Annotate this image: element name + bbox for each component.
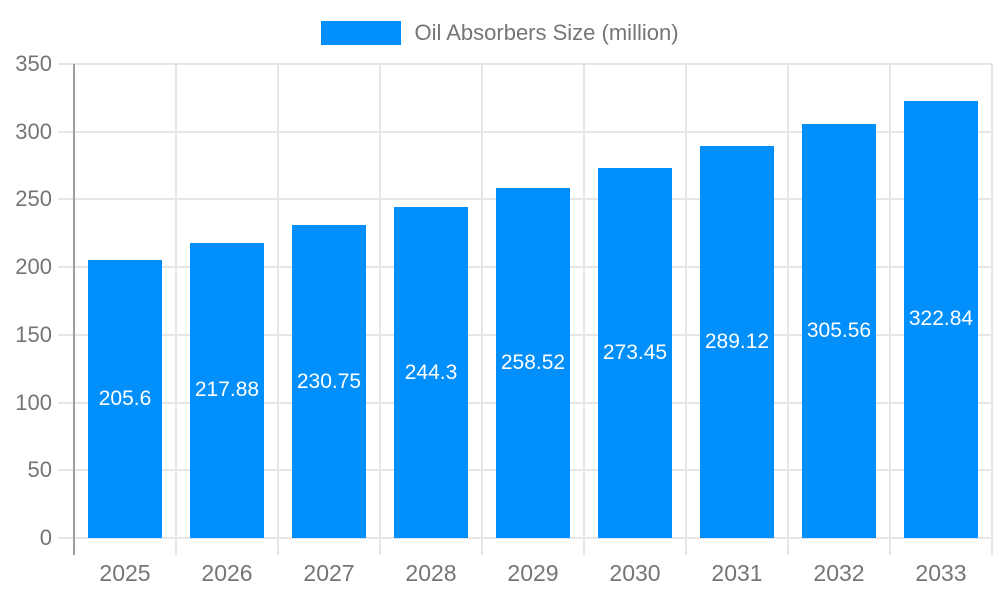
y-axis-tick-label: 150 bbox=[15, 321, 52, 347]
y-axis-tick-label: 100 bbox=[15, 389, 52, 415]
x-axis-tick-label-2027: 2027 bbox=[303, 560, 355, 586]
y-axis-tick-label: 350 bbox=[15, 51, 52, 76]
bar-2026[interactable]: 217.88 bbox=[190, 242, 264, 538]
bar-value-label: 273.45 bbox=[602, 340, 668, 364]
x-axis-tick-label-2026: 2026 bbox=[201, 560, 253, 586]
y-gridline bbox=[58, 130, 992, 133]
y-axis-tick-label: 200 bbox=[15, 254, 52, 280]
bar-value-label: 322.84 bbox=[908, 307, 974, 331]
bar-2027[interactable]: 230.75 bbox=[292, 225, 366, 538]
legend-series-label[interactable]: Oil Absorbers Size (million) bbox=[414, 20, 679, 45]
bar-2033[interactable]: 322.84 bbox=[904, 100, 978, 538]
y-gridline bbox=[58, 537, 992, 539]
x-gridline bbox=[991, 64, 993, 555]
x-gridline bbox=[481, 64, 483, 555]
y-gridline bbox=[58, 63, 992, 65]
x-gridline bbox=[685, 64, 687, 555]
bar-2028[interactable]: 244.3 bbox=[394, 207, 468, 538]
bar-value-label: 217.88 bbox=[194, 378, 260, 402]
x-axis-tick-label-2033: 2033 bbox=[915, 560, 967, 586]
bar-2032[interactable]: 305.56 bbox=[802, 124, 876, 538]
x-axis-tick-label-2028: 2028 bbox=[405, 560, 457, 586]
bar-value-label: 230.75 bbox=[296, 369, 362, 393]
bar-value-label: 244.3 bbox=[404, 360, 458, 384]
x-gridline bbox=[175, 64, 177, 555]
x-axis-tick-label-2030: 2030 bbox=[609, 560, 661, 586]
bar-value-label: 205.6 bbox=[98, 386, 152, 410]
bar-2030[interactable]: 273.45 bbox=[598, 167, 672, 538]
x-gridline bbox=[787, 64, 789, 555]
x-gridline bbox=[889, 64, 891, 555]
bar-value-label: 305.56 bbox=[806, 319, 872, 343]
x-axis-tick-label-2025: 2025 bbox=[99, 560, 151, 586]
x-gridline bbox=[583, 64, 585, 555]
y-axis-tick-label: 50 bbox=[27, 457, 52, 483]
x-axis-tick-label-2031: 2031 bbox=[711, 560, 763, 586]
y-axis-tick-label: 0 bbox=[39, 525, 52, 550]
y-axis-line bbox=[73, 64, 75, 555]
x-axis-tick-label-2032: 2032 bbox=[813, 560, 865, 586]
x-axis-tick-label-2029: 2029 bbox=[507, 560, 559, 586]
bar-value-label: 258.52 bbox=[500, 350, 566, 374]
x-gridline bbox=[379, 64, 381, 555]
bar-2029[interactable]: 258.52 bbox=[496, 187, 570, 538]
bar-2031[interactable]: 289.12 bbox=[700, 146, 774, 538]
legend-series-swatch[interactable] bbox=[321, 21, 402, 45]
y-axis-tick-label: 300 bbox=[15, 118, 52, 144]
bar-value-label: 289.12 bbox=[704, 330, 770, 354]
bar-2025[interactable]: 205.6 bbox=[88, 259, 162, 538]
x-gridline bbox=[277, 64, 279, 555]
chart-legend: Oil Absorbers Size (million) bbox=[0, 16, 1000, 50]
y-axis-tick-label: 250 bbox=[15, 186, 52, 212]
